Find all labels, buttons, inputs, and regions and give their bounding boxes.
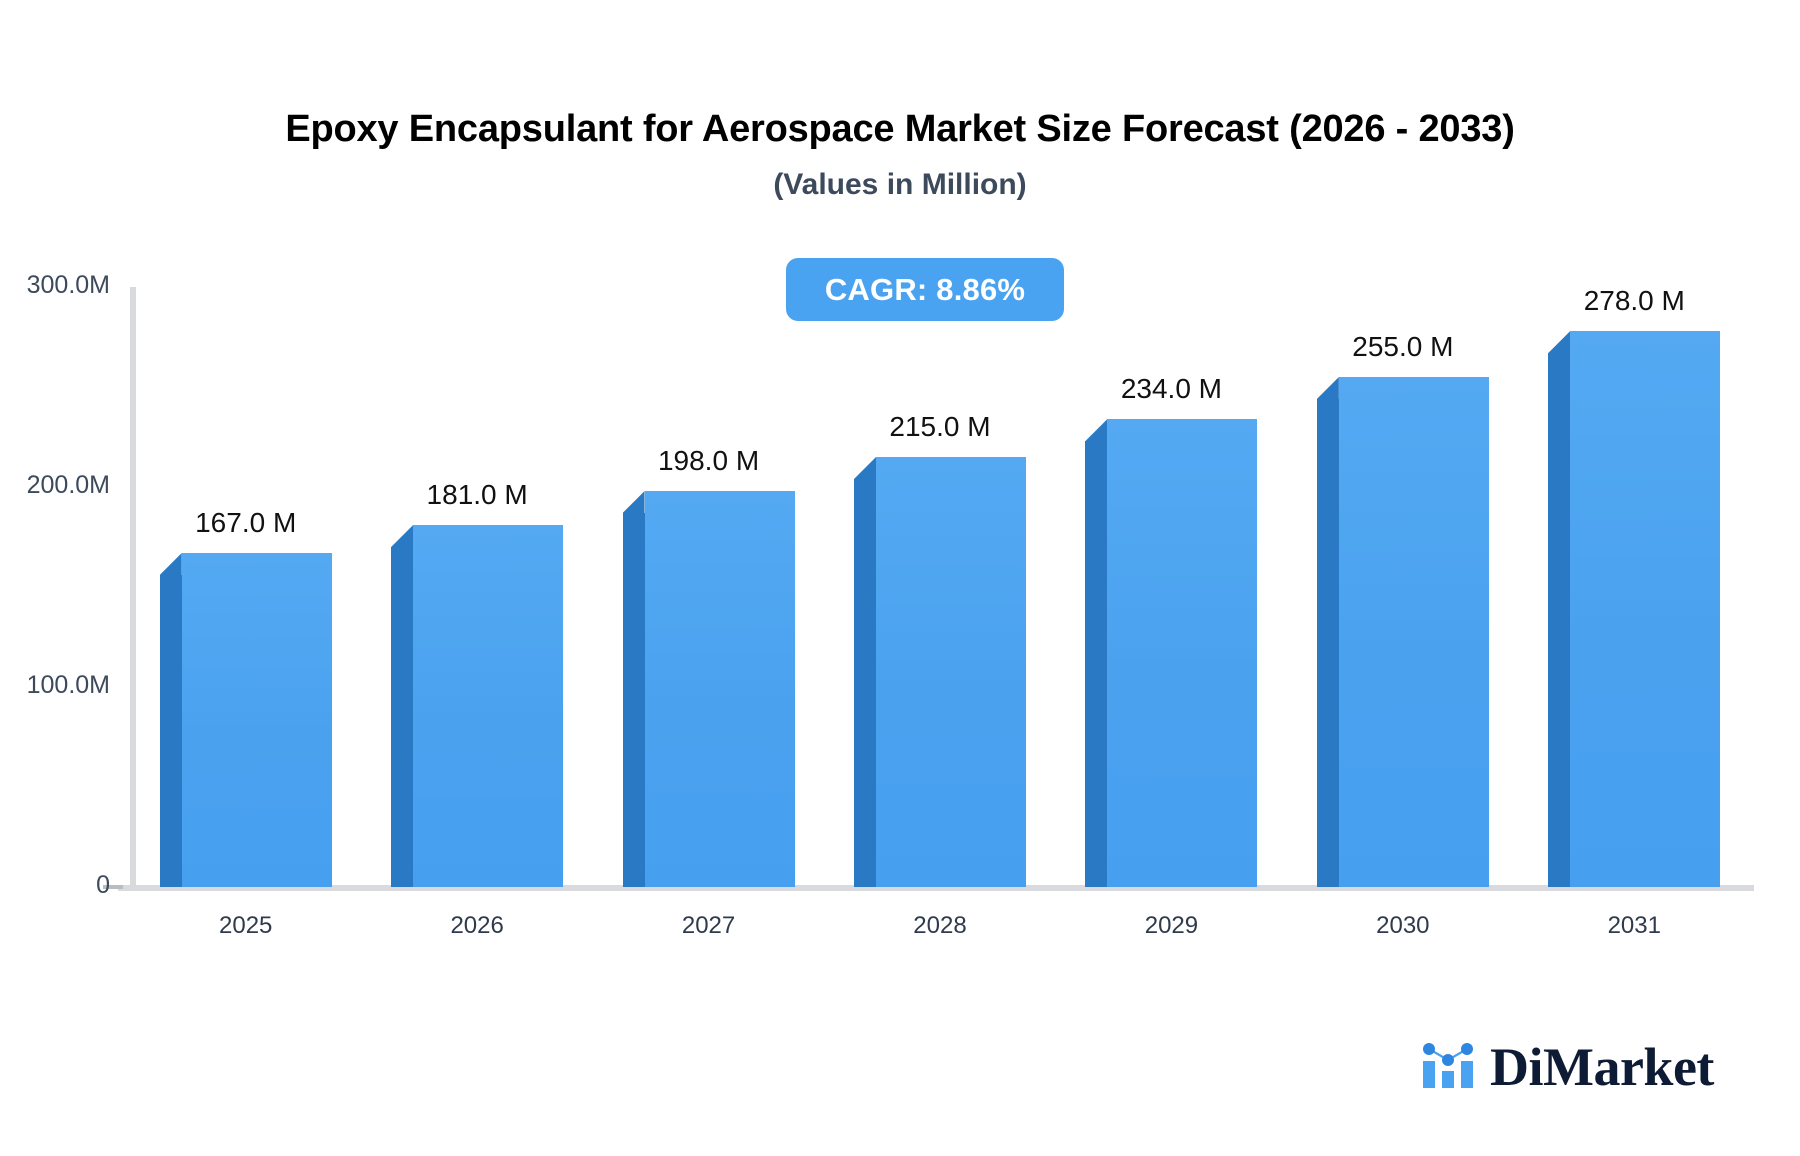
x-axis-tick-label: 2025 bbox=[219, 912, 273, 939]
bar-value-label: 167.0 M bbox=[195, 507, 297, 538]
bar[interactable] bbox=[622, 491, 795, 887]
bar-top-bevel bbox=[159, 553, 182, 575]
bar-side-face bbox=[622, 513, 645, 887]
y-axis-tick-label: 100.0M bbox=[26, 671, 110, 699]
bar-value-label: 234.0 M bbox=[1120, 373, 1222, 404]
x-axis-tick-label: 2026 bbox=[450, 912, 504, 939]
bar-top-bevel bbox=[622, 491, 645, 513]
bar-chart-logo-icon bbox=[1420, 1038, 1476, 1095]
y-axis-line bbox=[130, 287, 136, 887]
bar-front-face bbox=[1338, 377, 1489, 887]
bar-value-label: 181.0 M bbox=[426, 479, 528, 510]
bar-side-face bbox=[1548, 353, 1571, 887]
bar-front-face bbox=[644, 491, 795, 887]
chart-subtitle: (Values in Million) bbox=[773, 168, 1027, 201]
x-axis-tick-label: 2029 bbox=[1144, 912, 1199, 939]
cagr-badge: CAGR: 8.86% bbox=[786, 258, 1064, 321]
brand-logo: DiMarket bbox=[1420, 1038, 1714, 1095]
bar[interactable] bbox=[1085, 419, 1258, 887]
bar-side-face bbox=[159, 575, 182, 887]
bar-side-face bbox=[1085, 441, 1108, 887]
y-axis-tick-label: 0 bbox=[96, 871, 110, 899]
bar-value-label: 278.0 M bbox=[1583, 285, 1685, 316]
logo-wordmark: DiMarket bbox=[1490, 1036, 1714, 1097]
bar-front-face bbox=[181, 553, 332, 887]
y-axis-zero-tick bbox=[103, 885, 123, 889]
x-axis-tick-label: 2027 bbox=[681, 912, 736, 939]
bar-side-face bbox=[391, 547, 414, 887]
bar-top-bevel bbox=[1548, 331, 1571, 353]
x-axis-tick-label: 2031 bbox=[1607, 912, 1661, 939]
bar[interactable] bbox=[854, 457, 1026, 887]
bar-value-label: 198.0 M bbox=[657, 445, 760, 476]
bar-front-face bbox=[1570, 331, 1721, 887]
x-axis-line bbox=[118, 885, 1754, 891]
bar-top-bevel bbox=[1316, 377, 1339, 399]
plot-area bbox=[130, 287, 1750, 887]
bar-top-bevel bbox=[391, 525, 414, 547]
bar[interactable] bbox=[1316, 377, 1489, 887]
bar-value-label: 215.0 M bbox=[889, 411, 991, 442]
bar[interactable] bbox=[1548, 331, 1721, 887]
bar-front-face bbox=[1107, 419, 1258, 887]
y-axis-tick-label: 200.0M bbox=[26, 471, 110, 499]
bar-front-face bbox=[876, 457, 1026, 887]
bar-value-label: 255.0 M bbox=[1352, 331, 1454, 362]
bar-side-face bbox=[1316, 399, 1339, 887]
bar-front-face bbox=[413, 525, 564, 887]
x-axis-tick-label: 2028 bbox=[913, 912, 967, 939]
x-axis-tick-label: 2030 bbox=[1376, 912, 1430, 939]
cagr-badge-label: CAGR: 8.86% bbox=[824, 271, 1026, 307]
bar[interactable] bbox=[391, 525, 564, 887]
bar-top-bevel bbox=[854, 457, 876, 479]
page-title: Epoxy Encapsulant for Aerospace Market S… bbox=[285, 108, 1515, 150]
bar-top-bevel bbox=[1085, 419, 1108, 441]
bar[interactable] bbox=[159, 553, 332, 887]
y-axis-tick-label: 300.0M bbox=[26, 271, 110, 299]
bar-side-face bbox=[854, 479, 876, 887]
